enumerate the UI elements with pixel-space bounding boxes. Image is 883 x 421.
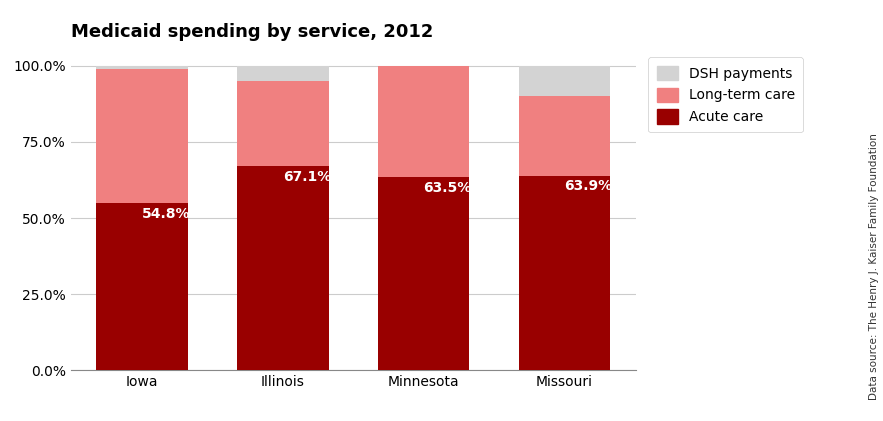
Bar	[518, 96, 610, 176]
Bar	[378, 177, 470, 370]
Text: Data source: The Henry J. Kaiser Family Foundation: Data source: The Henry J. Kaiser Family …	[869, 133, 879, 400]
Legend: DSH payments, Long-term care, Acute care: DSH payments, Long-term care, Acute care	[648, 57, 804, 133]
Text: 67.1%: 67.1%	[283, 170, 331, 184]
Bar	[378, 66, 470, 177]
Text: 54.8%: 54.8%	[142, 207, 191, 221]
Bar	[96, 203, 188, 370]
Bar	[237, 81, 328, 166]
Bar	[518, 66, 610, 96]
Bar	[518, 176, 610, 370]
Text: 63.5%: 63.5%	[424, 181, 472, 195]
Bar	[96, 66, 188, 69]
Bar	[96, 69, 188, 203]
Text: Medicaid spending by service, 2012: Medicaid spending by service, 2012	[71, 23, 433, 41]
Bar	[237, 66, 328, 81]
Bar	[237, 166, 328, 370]
Text: 63.9%: 63.9%	[564, 179, 613, 193]
